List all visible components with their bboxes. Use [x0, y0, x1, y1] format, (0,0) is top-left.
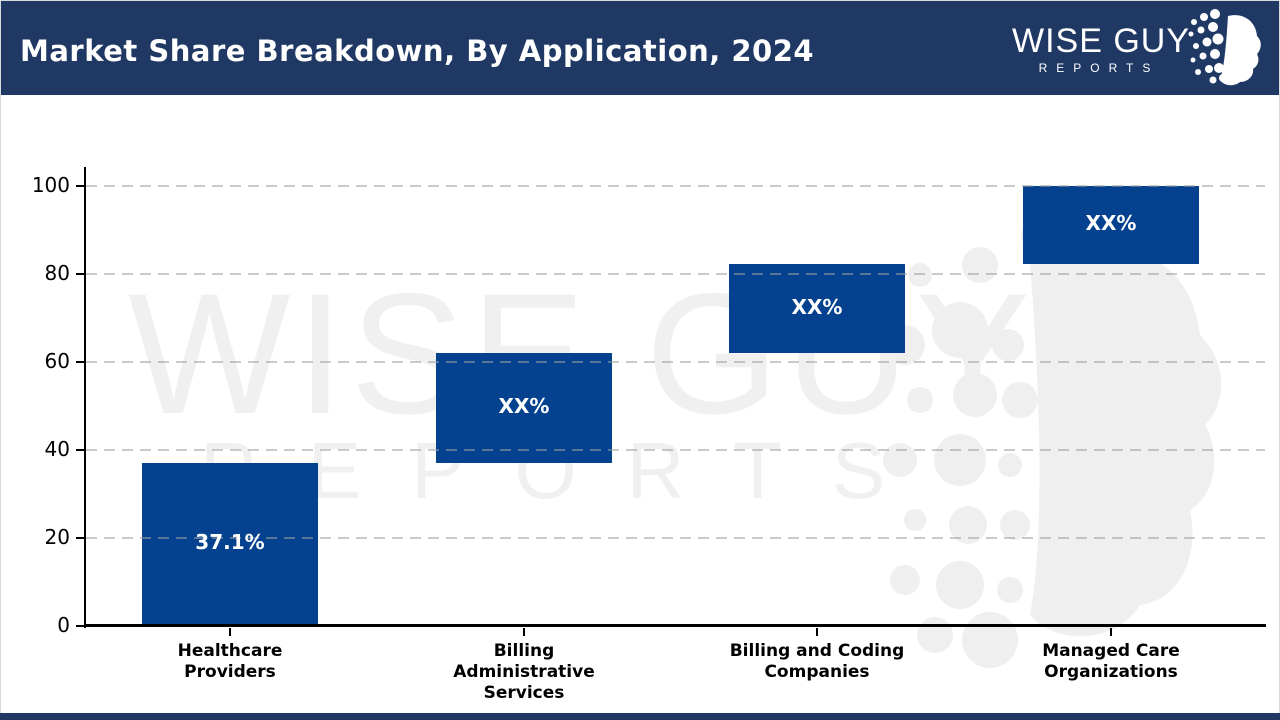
chart-title: Market Share Breakdown, By Application, …	[20, 34, 815, 68]
gridline-80	[86, 273, 1265, 275]
bar-value-label-4: XX%	[1085, 210, 1137, 235]
logo-wordmark: WISE GUY	[1012, 22, 1191, 60]
x-category-label-2: Billing Administrative Services	[384, 641, 664, 704]
y-tick-label-100: 100	[31, 173, 70, 197]
x-tick-3	[816, 628, 818, 636]
y-tick-label-80: 80	[44, 261, 70, 285]
y-tick-label-60: 60	[44, 349, 70, 373]
x-category-line: Services	[483, 683, 565, 703]
x-category-label-3: Billing and Coding Companies	[677, 641, 957, 683]
bar-3	[729, 263, 905, 354]
x-category-line: Providers	[184, 662, 276, 682]
chart-area: WISE GUY REPORTS 0 20 40 60 80 100 37.1% Health…	[0, 95, 1280, 714]
bar-2	[436, 353, 612, 463]
x-category-line: Administrative	[453, 662, 595, 682]
y-axis-line	[84, 167, 86, 628]
x-category-label-1: Healthcare Providers	[90, 641, 370, 683]
header-bar: Market Share Breakdown, By Application, …	[0, 0, 1280, 95]
x-category-line: Companies	[764, 662, 870, 682]
bar-value-label-2: XX%	[498, 393, 550, 418]
y-tick-label-20: 20	[44, 525, 70, 549]
gridline-60	[86, 361, 1265, 363]
x-category-line: Healthcare	[177, 641, 283, 661]
bar-value-label-1: 37.1%	[195, 530, 265, 555]
y-tick-100	[76, 185, 84, 187]
wiseguy-logo: WISE GUY REPORTS	[1012, 8, 1262, 88]
logo-subtext: REPORTS	[1038, 61, 1160, 75]
gridline-20	[86, 537, 1265, 539]
bar-4	[1023, 186, 1199, 264]
x-tick-2	[523, 628, 525, 636]
x-category-label-4: Managed Care Organizations	[971, 641, 1251, 683]
watermark-face-icon	[883, 221, 1222, 668]
x-tick-4	[1110, 628, 1112, 636]
y-tick-label-40: 40	[44, 437, 70, 461]
y-tick-20	[76, 537, 84, 539]
logo-face-icon	[1188, 9, 1261, 86]
bar-1	[142, 462, 318, 626]
y-tick-label-0: 0	[57, 613, 70, 637]
x-axis-line	[84, 624, 1266, 627]
gridline-100	[86, 185, 1265, 187]
footer-bar	[0, 713, 1280, 720]
y-tick-0	[76, 625, 84, 627]
x-category-line: Organizations	[1044, 662, 1178, 682]
x-tick-1	[229, 628, 231, 636]
x-category-line: Billing	[493, 641, 555, 661]
bar-value-label-3: XX%	[791, 294, 843, 319]
x-category-line: Billing and Coding	[729, 641, 905, 661]
y-tick-80	[76, 273, 84, 275]
y-tick-40	[76, 449, 84, 451]
gridline-40	[86, 449, 1265, 451]
x-category-line: Managed Care	[1042, 641, 1180, 661]
y-tick-60	[76, 361, 84, 363]
